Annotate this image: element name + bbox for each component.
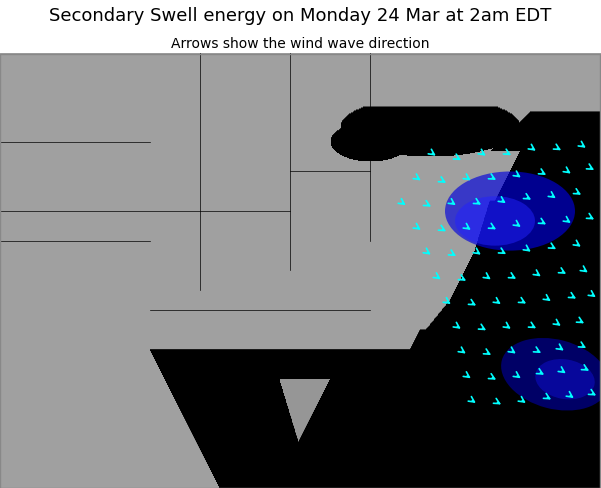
Text: Arrows show the wind wave direction: Arrows show the wind wave direction: [171, 37, 430, 51]
Ellipse shape: [501, 338, 601, 411]
Ellipse shape: [445, 172, 575, 251]
Ellipse shape: [535, 359, 595, 400]
Ellipse shape: [455, 197, 535, 246]
Text: Secondary Swell energy on Monday 24 Mar at 2am EDT: Secondary Swell energy on Monday 24 Mar …: [49, 7, 552, 25]
